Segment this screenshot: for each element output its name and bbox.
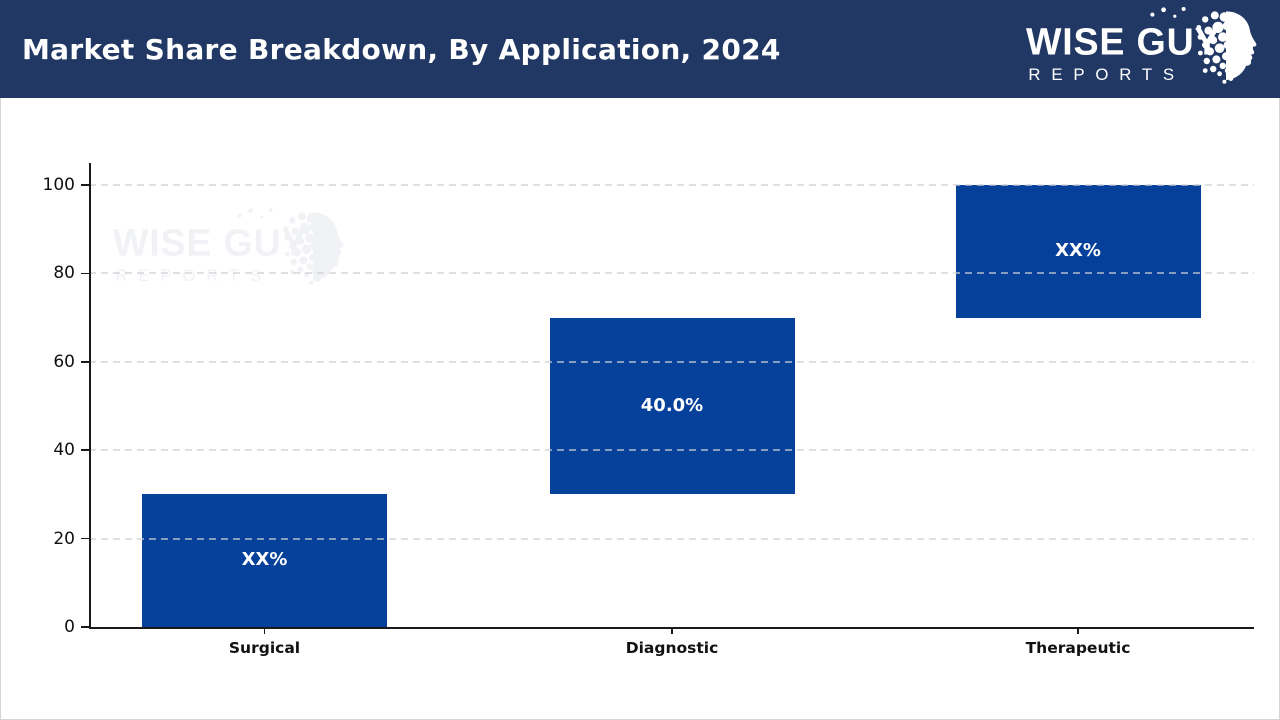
x-axis-line bbox=[89, 627, 1254, 629]
chart-title: Market Share Breakdown, By Application, … bbox=[22, 32, 781, 66]
x-tick-mark bbox=[263, 627, 266, 634]
bar-therapeutic bbox=[955, 185, 1201, 318]
logo-subtext: REPORTS bbox=[115, 266, 272, 285]
y-tick-label: 60 bbox=[53, 351, 75, 372]
y-tick-label: 40 bbox=[53, 440, 75, 461]
y-tick-label: 100 bbox=[42, 175, 75, 195]
y-tick-mark bbox=[81, 449, 89, 451]
y-tick-mark bbox=[81, 626, 89, 628]
logo-wordmark: WISE GUY bbox=[1026, 21, 1220, 63]
y-tick-label: 80 bbox=[53, 263, 75, 284]
header: Market Share Breakdown, By Application, … bbox=[0, 0, 1280, 98]
bar-diagnostic bbox=[549, 317, 795, 495]
logo-face-icon bbox=[283, 212, 344, 285]
plot-area: WISE GUY REPORTS XX% 40.0% XX% 0 20 40 60 80 100… bbox=[1, 98, 1279, 718]
x-category-label: Therapeutic bbox=[1025, 639, 1131, 657]
logo-subtext: REPORTS bbox=[1028, 65, 1185, 84]
y-tick-mark bbox=[81, 272, 89, 275]
bar-surgical bbox=[142, 494, 387, 627]
y-tick-mark bbox=[81, 184, 89, 186]
y-axis-line bbox=[89, 163, 91, 629]
wise-guy-logo: WISE GUY REPORTS bbox=[1026, 5, 1266, 93]
y-tick-mark bbox=[81, 361, 89, 363]
logo-wordmark: WISE GUY bbox=[113, 222, 307, 264]
y-tick-mark bbox=[81, 537, 89, 540]
x-tick-mark bbox=[671, 627, 673, 634]
x-category-label: Surgical bbox=[228, 639, 301, 657]
x-category-label: Diagnostic bbox=[625, 639, 719, 657]
y-tick-label: 0 bbox=[64, 617, 75, 637]
x-tick-mark bbox=[1077, 627, 1079, 634]
logo-face-icon bbox=[1196, 11, 1257, 84]
y-tick-label: 20 bbox=[53, 528, 75, 549]
